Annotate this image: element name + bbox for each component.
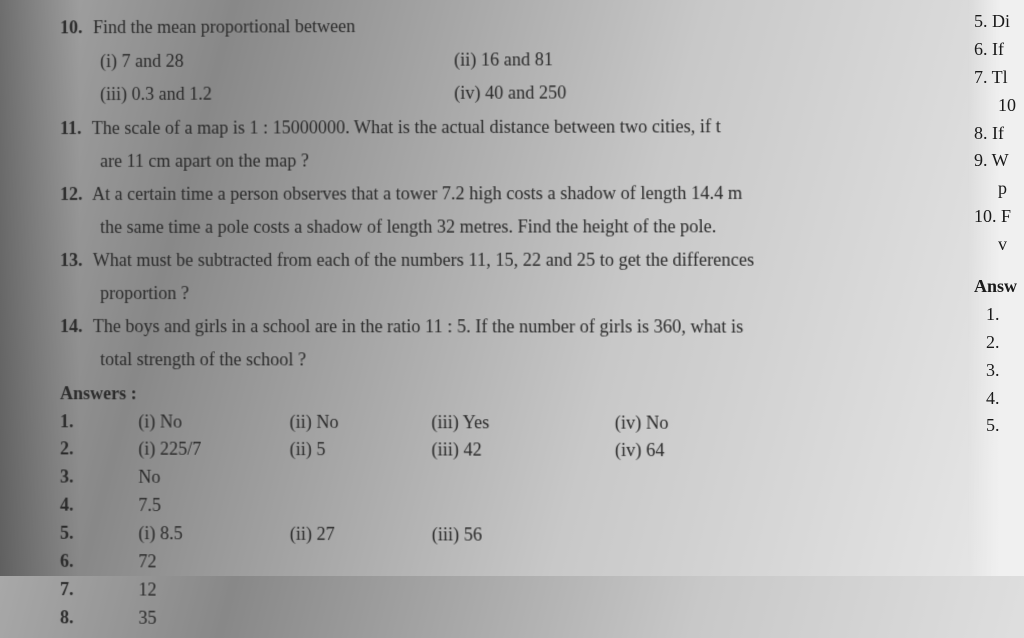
answer-row: 3. No (60, 464, 1002, 495)
q10-line: 10. Find the mean proportional between (60, 10, 998, 41)
ans-num: 4. (60, 492, 88, 520)
edge-line: 6. If (968, 36, 1024, 64)
edge-line: 1. (968, 301, 1024, 329)
q11-text: The scale of a map is 1 : 15000000. What… (92, 116, 721, 138)
ans-num: 3. (60, 464, 88, 492)
q13-cont: proportion ? (100, 279, 1001, 306)
ans-num: 8. (60, 604, 88, 632)
q10-col1: (i) 7 and 28 (iii) 0.3 and 1.2 (100, 47, 212, 109)
ans-i: (i) 8.5 (138, 520, 239, 549)
edge-line: 10 (968, 92, 1024, 120)
q12-text: At a certain time a person observes that… (92, 182, 742, 203)
q10-opt-ii: (ii) 16 and 81 (454, 45, 566, 74)
ans-iv: (iv) No (615, 409, 738, 438)
ans-i: 7.5 (138, 492, 239, 520)
q14-line: 14. The boys and girls in a school are i… (60, 313, 1001, 341)
edge-line: 7. Tl (968, 64, 1024, 92)
edge-line: 2. (968, 329, 1024, 357)
ans-i: 35 (138, 604, 239, 633)
q12-cont: the same time a pole costs a shadow of l… (100, 212, 1000, 240)
ans-i: 72 (138, 548, 239, 577)
q10-options: (i) 7 and 28 (iii) 0.3 and 1.2 (ii) 16 a… (100, 43, 999, 108)
edge-answers: Answ (968, 273, 1024, 301)
edge-line: 8. If (968, 120, 1024, 148)
q12-num: 12. (60, 184, 83, 204)
ans-ii: (ii) No (290, 408, 381, 436)
edge-line: v (968, 231, 1024, 259)
ans-iii: (iii) 42 (431, 437, 563, 466)
answers-heading: Answers : (60, 383, 1002, 406)
q13-line: 13. What must be subtracted from each of… (60, 246, 1000, 274)
ans-num: 2. (60, 436, 88, 464)
answer-row: 4. 7.5 (60, 492, 1002, 524)
ans-i: 12 (138, 576, 239, 605)
q14-text: The boys and girls in a school are in th… (93, 316, 743, 337)
ans-iv: (iv) 64 (615, 437, 738, 466)
answer-row: 8. 35 (60, 604, 1003, 638)
ans-num: 5. (60, 520, 88, 548)
edge-line: 10. F (968, 203, 1024, 231)
ans-i: (i) 225/7 (138, 436, 239, 464)
q10-opt-iii: (iii) 0.3 and 1.2 (100, 79, 212, 108)
textbook-page: 10. Find the mean proportional between (… (0, 0, 1024, 582)
q10-opt-iv: (iv) 40 and 250 (454, 78, 566, 107)
answer-row: 1. (i) No (ii) No (iii) Yes (iv) No (60, 408, 1002, 438)
ans-iii: (iii) 56 (432, 521, 565, 550)
edge-line: 5. Di (968, 8, 1024, 36)
ans-num: 6. (60, 548, 88, 576)
q11-line: 11. The scale of a map is 1 : 15000000. … (60, 112, 999, 142)
ans-num: 7. (60, 576, 88, 604)
edge-line: 9. W (968, 147, 1024, 175)
edge-line: 4. (968, 385, 1024, 413)
q10-text: Find the mean proportional between (93, 16, 355, 37)
ans-iii: (iii) Yes (431, 409, 563, 438)
adjacent-page-edge: 5. Di 6. If 7. Tl 10 8. If 9. W p 10. F … (968, 0, 1024, 576)
ans-i: (i) No (138, 408, 239, 436)
q10-col2: (ii) 16 and 81 (iv) 40 and 250 (454, 45, 566, 107)
q12-line: 12. At a certain time a person observes … (60, 179, 1000, 208)
q11-num: 11. (60, 118, 82, 138)
q10-num: 10. (60, 17, 82, 37)
ans-num: 1. (60, 408, 88, 436)
edge-line: 5. (968, 412, 1024, 440)
q13-text: What must be subtracted from each of the… (93, 249, 754, 269)
edge-line: 3. (968, 357, 1024, 385)
edge-line: p (968, 175, 1024, 203)
ans-i: No (138, 464, 239, 492)
q14-num: 14. (60, 316, 83, 336)
ans-ii: (ii) 27 (290, 521, 381, 550)
ans-ii: (ii) 5 (290, 436, 381, 464)
answer-row: 2. (i) 225/7 (ii) 5 (iii) 42 (iv) 64 (60, 436, 1002, 467)
answer-row: 5. (i) 8.5 (ii) 27 (iii) 56 (60, 520, 1003, 552)
q10-opt-i: (i) 7 and 28 (100, 47, 212, 76)
q13-num: 13. (60, 250, 83, 270)
q14-cont: total strength of the school ? (100, 346, 1001, 374)
q11-cont: are 11 cm apart on the map ? (100, 145, 1000, 174)
